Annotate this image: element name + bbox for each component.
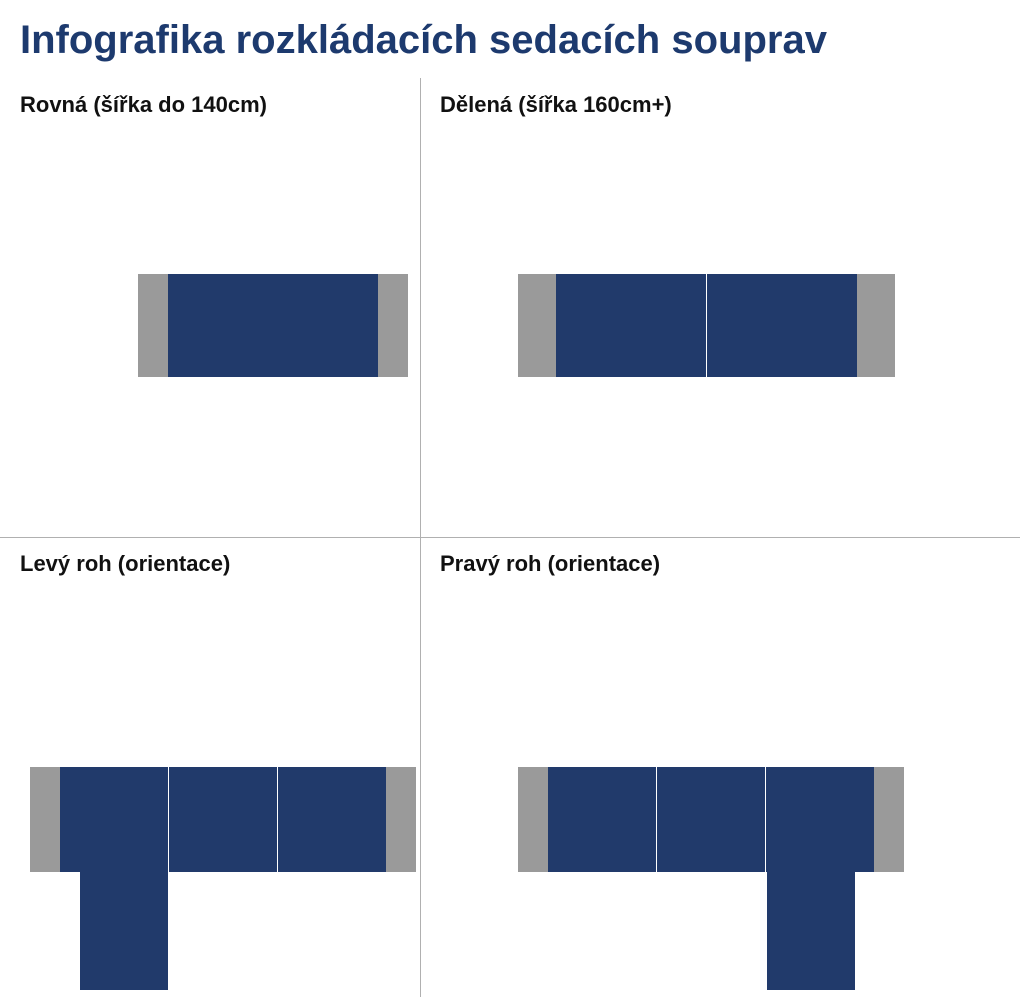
panel-pravy-roh: Pravý roh (orientace) <box>420 537 1020 997</box>
panel-label-pravy-roh: Pravý roh (orientace) <box>440 551 1000 577</box>
panel-grid: Rovná (šířka do 140cm) Dělená (šířka 160… <box>0 78 1020 997</box>
panel-rovna: Rovná (šířka do 140cm) <box>0 78 420 537</box>
sofa-block <box>874 767 904 872</box>
sofa-block <box>30 767 60 872</box>
sofa-block <box>278 767 386 872</box>
sofa-block <box>548 767 656 872</box>
sofa-block <box>657 767 765 872</box>
sofa-block <box>556 274 706 377</box>
page-title: Infografika rozkládacích sedacích soupra… <box>0 0 1020 63</box>
panel-delena: Dělená (šířka 160cm+) <box>420 78 1020 537</box>
sofa-block <box>138 274 168 377</box>
sofa-block <box>766 767 874 872</box>
sofa-block <box>168 274 378 377</box>
sofa-block <box>857 274 895 377</box>
sofa-block <box>60 767 168 872</box>
sofa-block <box>169 767 277 872</box>
sofa-block <box>378 274 408 377</box>
panel-label-delena: Dělená (šířka 160cm+) <box>440 92 1000 118</box>
sofa-block <box>518 274 556 377</box>
sofa-block <box>80 872 168 990</box>
panel-label-levy-roh: Levý roh (orientace) <box>20 551 400 577</box>
sofa-block <box>386 767 416 872</box>
panel-label-rovna: Rovná (šířka do 140cm) <box>20 92 400 118</box>
sofa-block <box>767 872 855 990</box>
panel-levy-roh: Levý roh (orientace) <box>0 537 420 997</box>
sofa-block <box>707 274 857 377</box>
sofa-block <box>518 767 548 872</box>
